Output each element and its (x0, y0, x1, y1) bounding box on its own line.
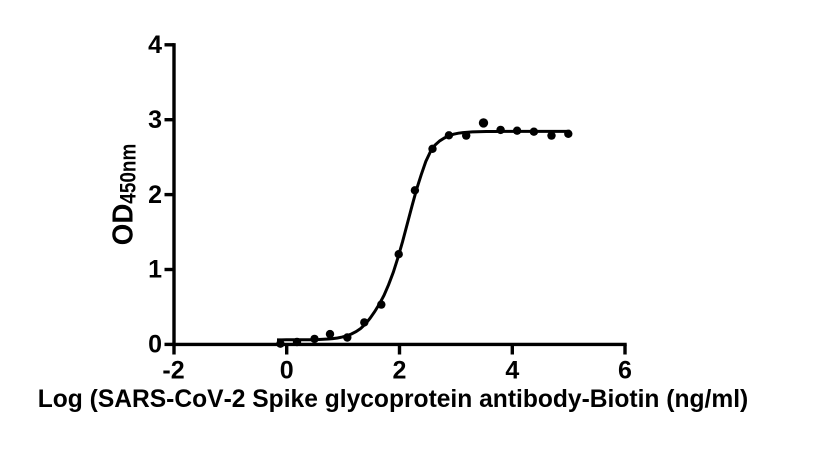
svg-text:2: 2 (148, 181, 162, 209)
svg-text:4: 4 (505, 357, 519, 385)
svg-text:2: 2 (393, 357, 407, 385)
svg-text:0: 0 (280, 357, 294, 385)
svg-text:Log (SARS-CoV-2 Spike glycopro: Log (SARS-CoV-2 Spike glycoprotein antib… (38, 386, 748, 413)
svg-text:-2: -2 (162, 357, 184, 385)
svg-text:0: 0 (148, 331, 162, 359)
svg-text:OD: OD (107, 204, 139, 246)
svg-text:450nm: 450nm (115, 144, 140, 204)
svg-text:6: 6 (618, 357, 632, 385)
svg-text:1: 1 (148, 256, 162, 284)
svg-text:3: 3 (148, 106, 162, 134)
svg-text:4: 4 (148, 31, 162, 59)
